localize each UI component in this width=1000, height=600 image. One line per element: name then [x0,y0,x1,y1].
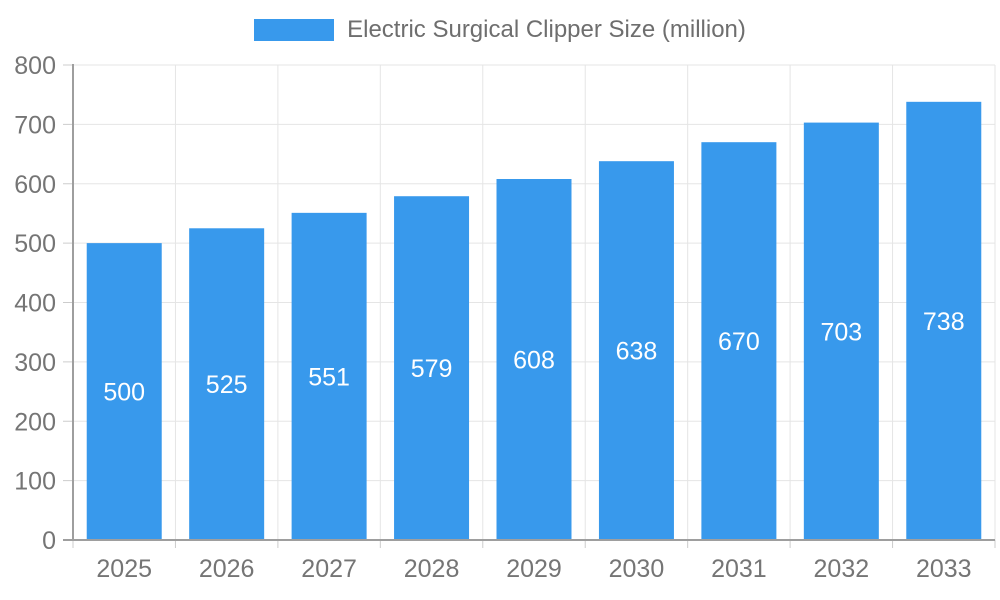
bar [394,196,470,540]
x-tick-label: 2030 [609,555,665,583]
bar [598,161,674,540]
y-tick-label: 800 [14,52,56,80]
bar-value-label: 551 [308,363,350,391]
bar [189,228,265,540]
bar [906,101,982,540]
bar-value-label: 608 [513,347,555,375]
x-tick-label: 2032 [814,555,870,583]
bar-value-label: 525 [206,371,248,399]
x-tick-label: 2027 [301,555,357,583]
x-tick-label: 2031 [711,555,767,583]
bar-value-label: 500 [103,379,145,407]
y-tick-label: 500 [14,230,56,258]
bar-value-label: 703 [820,318,862,346]
y-tick-label: 700 [14,111,56,139]
bar [291,212,367,540]
bar [496,179,572,540]
y-tick-label: 0 [42,527,56,555]
x-tick-label: 2033 [916,555,972,583]
bar [701,142,777,540]
y-tick-label: 600 [14,171,56,199]
x-tick-label: 2028 [404,555,460,583]
x-tick-label: 2025 [96,555,152,583]
y-tick-label: 200 [14,408,56,436]
y-tick-label: 100 [14,468,56,496]
bar-value-label: 670 [718,328,760,356]
y-tick-label: 400 [14,290,56,318]
legend-swatch-icon [254,19,335,41]
bar [803,122,879,540]
bar-value-label: 638 [616,338,658,366]
bar-value-label: 579 [411,355,453,383]
x-tick-label: 2029 [506,555,562,583]
bar [86,243,162,540]
chart-legend[interactable]: Electric Surgical Clipper Size (million) [0,16,1000,44]
legend-label: Electric Surgical Clipper Size (million) [347,16,746,43]
y-tick-label: 300 [14,349,56,377]
x-tick-label: 2026 [199,555,255,583]
bar-value-label: 738 [923,308,965,336]
